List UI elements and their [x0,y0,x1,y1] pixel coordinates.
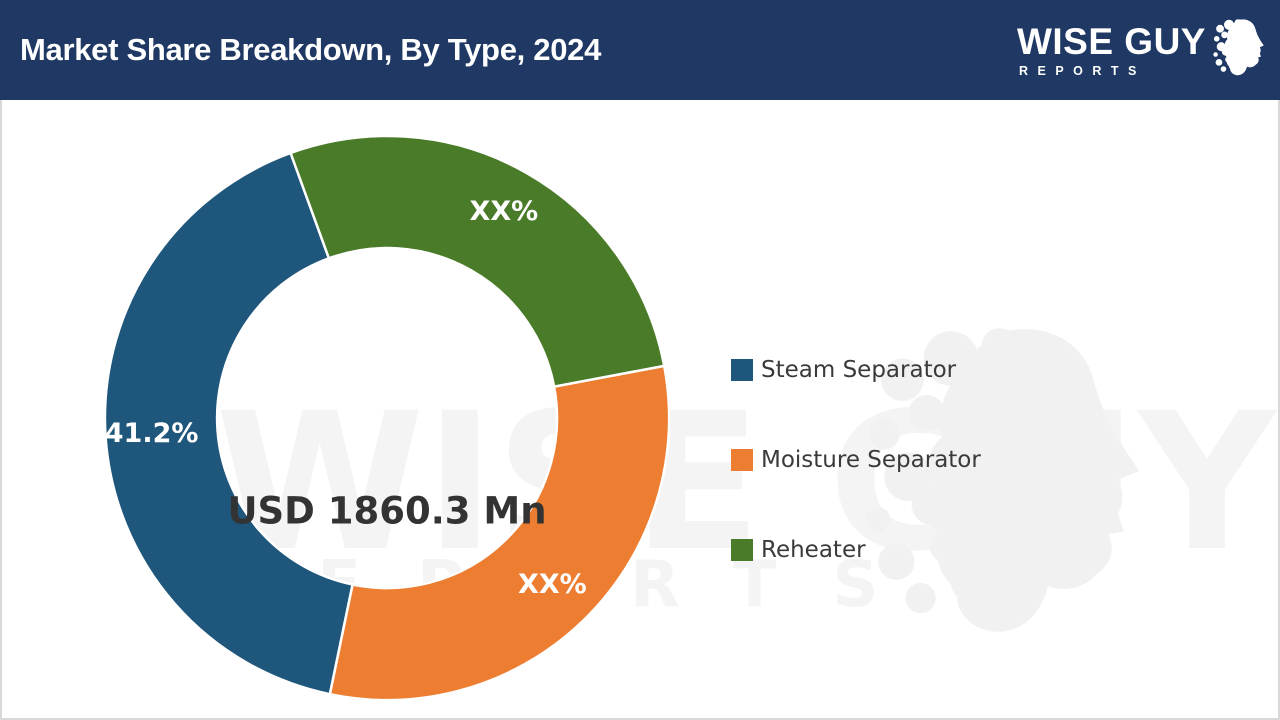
legend-label: Reheater [761,537,866,563]
page-title: Market Share Breakdown, By Type, 2024 [20,32,602,67]
wise-guy-logo: WISE GUY REPORTS [1017,8,1266,92]
legend-item: Steam Separator [731,357,981,383]
header-bar: Market Share Breakdown, By Type, 2024 WI… [0,0,1280,100]
legend-swatch [731,539,753,561]
logo-face-icon [1213,19,1264,76]
legend-label: Moisture Separator [761,447,981,473]
logo-subtitle: REPORTS [1018,63,1146,78]
logo-wordmark: WISE GUY [1016,20,1206,62]
legend-item: Reheater [731,537,981,563]
donut-segment-reheater [289,134,666,388]
watermark: WISE GUY REPORTS [2,100,1278,718]
donut-segment-moisture-separator [328,364,671,702]
donut-center-value: USD 1860.3 Mn [227,489,547,533]
slice-pct-label: XX% [518,569,587,601]
legend-swatch [731,449,753,471]
logo-text: WISE GUY REPORTS [1017,23,1206,78]
slice-pct-label: XX% [469,195,539,227]
chart-canvas: WISE GUY REPORTS 41.2% XX% XX% USD 1860.3 … [0,100,1280,720]
legend-label: Steam Separator [761,357,957,383]
chart-legend: Steam Separator Moisture Separator Reheate… [731,357,981,629]
legend-item: Moisture Separator [731,447,981,473]
legend-swatch [731,359,753,381]
slice-pct-label: 41.2% [104,418,199,450]
donut-chart [103,134,671,702]
